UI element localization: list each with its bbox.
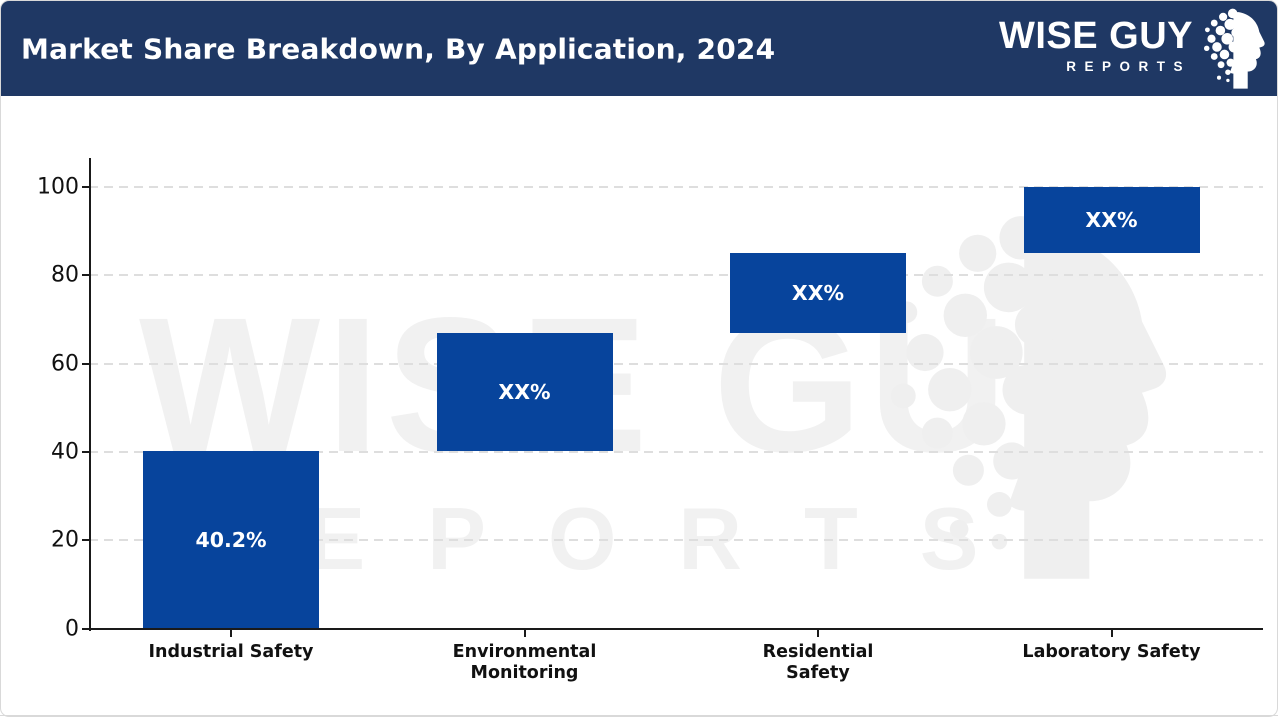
ytick-mark bbox=[82, 539, 89, 542]
category-label: Industrial Safety bbox=[148, 641, 314, 662]
category-label: Laboratory Safety bbox=[1022, 641, 1201, 662]
gridline-y40 bbox=[89, 450, 1263, 453]
xtick-mark bbox=[817, 629, 819, 637]
bar-value-label: XX% bbox=[791, 280, 845, 305]
ytick-label: 80 bbox=[51, 262, 79, 288]
gridline-y100 bbox=[89, 186, 1263, 188]
y-axis-line bbox=[89, 158, 91, 631]
ytick-mark bbox=[82, 627, 89, 630]
gridline-y60 bbox=[89, 362, 1263, 365]
category-label: Residential Safety bbox=[762, 641, 874, 683]
wiseguy-logo: WISE GUY REPORTS bbox=[999, 17, 1193, 74]
category-label: Environmental Monitoring bbox=[452, 641, 597, 683]
header-bar: Market Share Breakdown, By Application, … bbox=[1, 1, 1277, 96]
ytick-mark bbox=[82, 274, 89, 277]
bar-value-label: XX% bbox=[1085, 208, 1138, 233]
bar-residential-safety: XX% bbox=[730, 253, 906, 333]
ytick-mark bbox=[82, 362, 89, 365]
logo-wordmark: WISE GUY bbox=[998, 15, 1193, 57]
chart-title: Market Share Breakdown, By Application, … bbox=[21, 32, 776, 65]
logo-subtext: REPORTS bbox=[1066, 59, 1191, 74]
bar-value-label: 40.2% bbox=[195, 527, 267, 552]
bar-environmental-monitoring: XX% bbox=[436, 332, 613, 451]
xtick-mark bbox=[230, 629, 232, 637]
ytick-label: 20 bbox=[51, 527, 79, 553]
wiseguy-head-logo-icon bbox=[1203, 8, 1265, 89]
bar-value-label: XX% bbox=[498, 379, 551, 404]
ytick-label: 100 bbox=[37, 174, 79, 200]
ytick-label: 60 bbox=[51, 351, 79, 377]
bottom-divider bbox=[0, 715, 1278, 716]
ytick-label: 0 bbox=[65, 616, 79, 641]
bar-laboratory-safety: XX% bbox=[1023, 187, 1200, 254]
ytick-label: 40 bbox=[51, 439, 79, 465]
ytick-mark bbox=[82, 186, 89, 188]
ytick-mark bbox=[82, 450, 89, 453]
xtick-mark bbox=[1110, 629, 1113, 637]
gridline-y20 bbox=[89, 539, 1263, 542]
xtick-mark bbox=[523, 629, 526, 637]
bar-industrial-safety: 40.2% bbox=[143, 451, 319, 629]
x-axis-line bbox=[89, 628, 1263, 630]
gridline-y80 bbox=[89, 274, 1263, 277]
